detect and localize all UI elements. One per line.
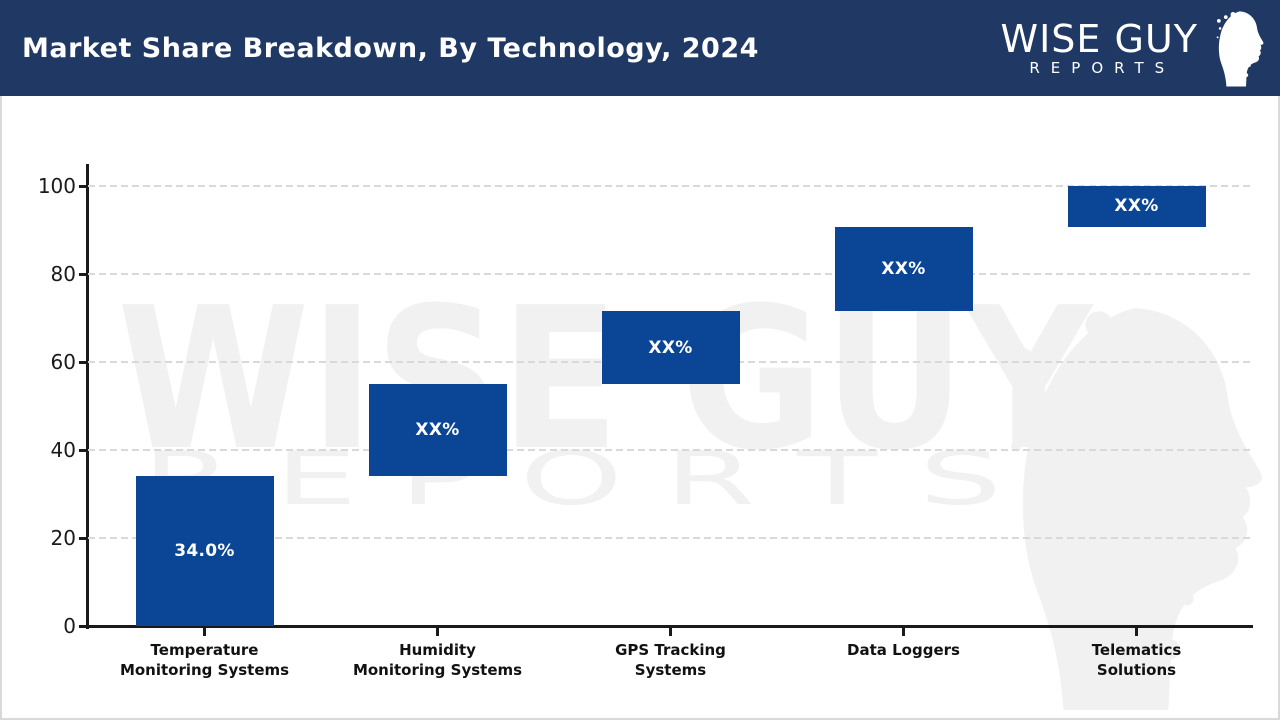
bar-value-label-gps-tracking-systems: XX% — [648, 337, 693, 358]
category-label-temperature-monitoring-systems: Temperature Monitoring Systems — [119, 641, 290, 679]
x-tick-telematics-solutions — [1135, 628, 1138, 636]
x-axis-line — [86, 625, 1253, 628]
y-tick-label-40: 40 — [50, 438, 76, 462]
y-tick-80 — [79, 272, 87, 276]
wiseguy-logo: WISE GUY REPORTS — [1001, 7, 1266, 89]
y-tick-label-100: 100 — [37, 174, 76, 198]
x-tick-temperature-monitoring-systems — [203, 628, 206, 636]
gridline-40 — [88, 449, 1253, 451]
y-axis-line — [86, 164, 89, 629]
bar-data-loggers: XX% — [834, 226, 973, 312]
category-label-humidity-monitoring-systems: Humidity Monitoring Systems — [352, 641, 523, 679]
gridline-100 — [88, 185, 1253, 187]
bar-value-label-telematics-solutions: XX% — [1114, 196, 1159, 217]
bar-temperature-monitoring-systems: 34.0% — [135, 476, 274, 626]
y-tick-60 — [79, 360, 87, 364]
x-tick-gps-tracking-systems — [669, 628, 672, 636]
y-tick-100 — [79, 184, 87, 188]
y-tick-label-80: 80 — [50, 262, 76, 286]
x-tick-humidity-monitoring-systems — [436, 628, 439, 636]
bar-humidity-monitoring-systems: XX% — [368, 384, 507, 477]
category-label-gps-tracking-systems: GPS Tracking Systems — [615, 641, 726, 679]
y-tick-label-0: 0 — [63, 614, 76, 638]
logo-line1: WISE GUY — [1000, 17, 1198, 61]
gridline-80 — [88, 273, 1253, 275]
logo-line2: REPORTS — [1029, 59, 1176, 77]
category-label-data-loggers: Data Loggers — [847, 641, 960, 659]
logo-wordmark: WISE GUY REPORTS — [1001, 20, 1198, 76]
y-tick-40 — [79, 448, 87, 452]
y-tick-label-60: 60 — [50, 350, 76, 374]
x-tick-data-loggers — [902, 628, 905, 636]
bar-value-label-temperature-monitoring-systems: 34.0% — [174, 541, 235, 562]
y-tick-0 — [79, 624, 87, 628]
bar-value-label-humidity-monitoring-systems: XX% — [415, 420, 460, 441]
category-label-telematics-solutions: Telematics Solutions — [1091, 641, 1182, 679]
bar-telematics-solutions: XX% — [1067, 186, 1206, 227]
y-tick-label-20: 20 — [50, 526, 76, 550]
page-title: Market Share Breakdown, By Technology, 2… — [22, 32, 759, 64]
bar-value-label-data-loggers: XX% — [881, 259, 926, 280]
y-tick-20 — [79, 536, 87, 540]
header-bar: Market Share Breakdown, By Technology, 2… — [0, 0, 1280, 96]
gridline-20 — [88, 537, 1253, 539]
bar-gps-tracking-systems: XX% — [601, 311, 740, 384]
